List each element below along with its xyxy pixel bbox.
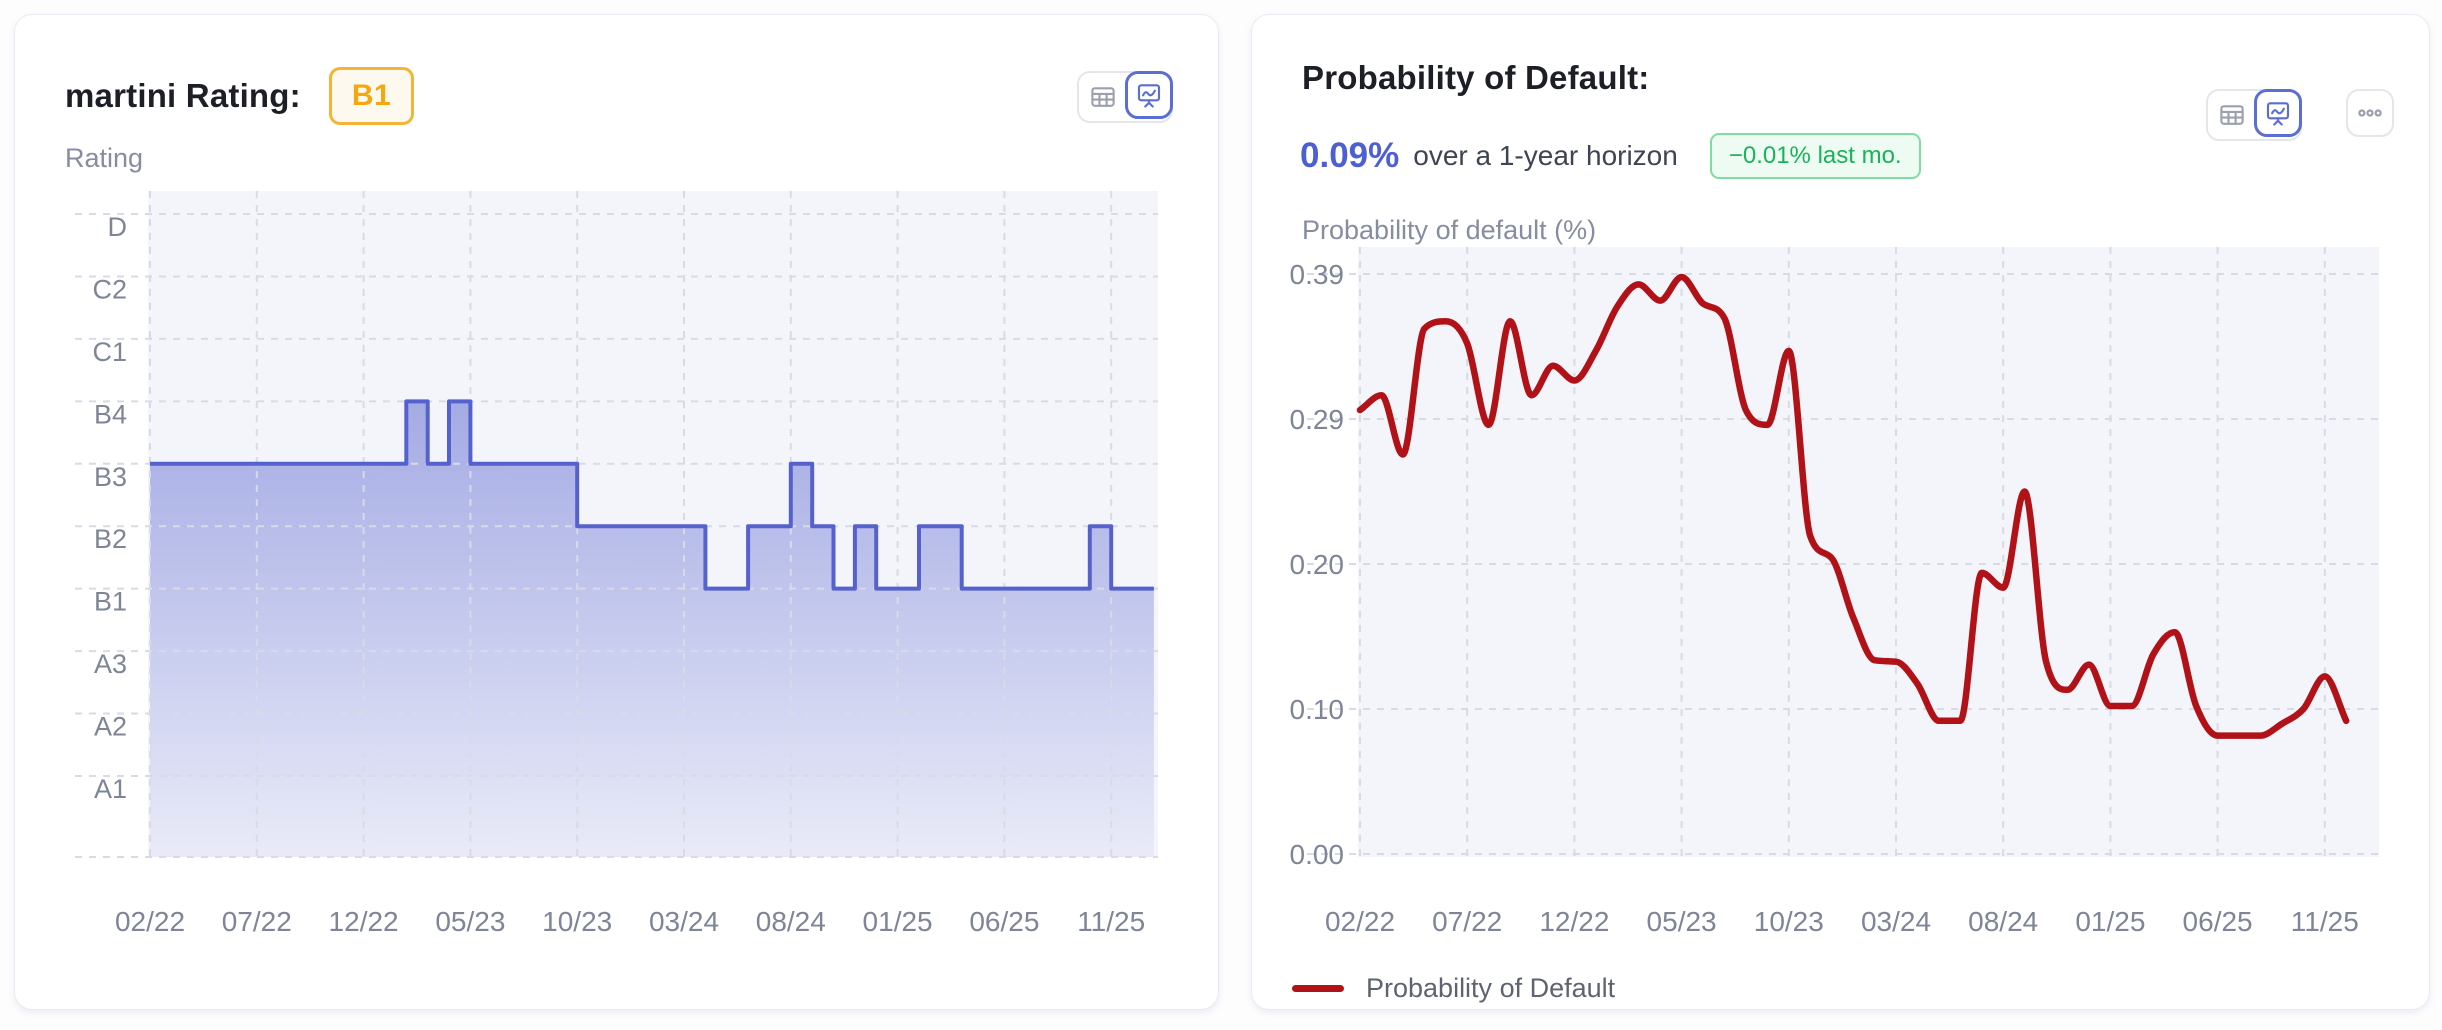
x-tick-label: 05/23: [435, 906, 505, 937]
pd-delta-badge: −0.01% last mo.: [1709, 133, 1921, 179]
rating-badge: B1: [328, 67, 415, 125]
pd-line-chart: 0.39 0.29 0.20 0.10 0.00 02/22 07/22 12/22 05/23…: [1290, 247, 2379, 937]
y-tick-label: B1: [94, 587, 127, 617]
pd-view-toggle: [2206, 89, 2302, 141]
x-tick-label: 02/22: [115, 906, 185, 937]
pd-legend: Probability of Default: [1292, 973, 1615, 1004]
y-tick-label: A3: [94, 649, 127, 679]
ellipsis-icon: [2358, 109, 2382, 117]
pd-panel: 0.39 0.29 0.20 0.10 0.00 02/22 07/22 12/22 05/23…: [1251, 14, 2430, 1010]
more-options-button[interactable]: [2346, 89, 2394, 137]
pd-current-value: 0.09%: [1300, 136, 1400, 175]
y-tick-label: B2: [94, 524, 127, 554]
x-tick-label: 11/25: [2291, 906, 2359, 937]
x-tick-label: 06/25: [2183, 906, 2253, 937]
rating-view-toggle: [1077, 71, 1173, 123]
pd-headline-row: 0.09% over a 1-year horizon −0.01% last …: [1300, 133, 1921, 179]
y-tick-label: 0.20: [1290, 549, 1345, 580]
x-tick-label: 01/25: [2075, 906, 2145, 937]
table-view-button[interactable]: [2208, 91, 2256, 139]
x-tick-label: 12/22: [329, 906, 399, 937]
y-tick-label: A2: [94, 712, 127, 742]
y-tick-label: A1: [94, 774, 127, 804]
pd-legend-swatch: [1292, 985, 1344, 992]
y-tick-label: C1: [92, 337, 127, 367]
chart-view-button[interactable]: [1125, 71, 1173, 119]
x-tick-label: 06/25: [969, 906, 1039, 937]
rating-panel: A1 A2 A3 B1 B2 B3 B4 C1 C2 D 02/22 07/22 12/22 05/23 1…: [14, 14, 1219, 1010]
x-tick-label: 01/25: [863, 906, 933, 937]
x-tick-label: 12/22: [1539, 906, 1609, 937]
table-icon: [1091, 87, 1115, 107]
pd-toolbar: [2206, 89, 2394, 141]
y-tick-label: C2: [92, 274, 127, 304]
plot-background: [1358, 247, 2379, 857]
table-icon: [2220, 105, 2244, 125]
y-tick-label: D: [108, 212, 128, 242]
x-tick-label: 08/24: [756, 906, 826, 937]
y-tick-label: 0.29: [1290, 404, 1345, 435]
chart-view-button[interactable]: [2254, 89, 2302, 137]
pd-legend-label: Probability of Default: [1366, 973, 1616, 1003]
x-tick-label: 10/23: [1754, 906, 1824, 937]
rating-title-row: martini Rating: B1: [65, 67, 415, 125]
x-tick-label: 08/24: [1968, 906, 2038, 937]
x-tick-label: 07/22: [222, 906, 292, 937]
y-tick-label: B3: [94, 462, 127, 492]
chart-icon: [1137, 84, 1161, 108]
rating-axis-title: Rating: [65, 143, 144, 173]
x-tick-label: 07/22: [1432, 906, 1502, 937]
x-tick-label: 03/24: [1861, 906, 1931, 937]
pd-panel-title: Probability of Default:: [1302, 59, 1650, 96]
pd-axis-title: Probability of default (%): [1302, 215, 1597, 245]
x-tick-label: 02/22: [1325, 906, 1395, 937]
y-tick-label: 0.00: [1290, 839, 1345, 870]
rating-area: [150, 401, 1154, 857]
rating-step-line: [150, 399, 1154, 591]
table-view-button[interactable]: [1079, 73, 1127, 121]
rating-panel-title: martini Rating:: [65, 77, 301, 114]
pd-line: [1356, 273, 2350, 739]
pd-horizon-text: over a 1-year horizon: [1413, 140, 1678, 171]
y-tick-label: 0.10: [1290, 694, 1345, 725]
rating-step-chart: A1 A2 A3 B1 B2 B3 B4 C1 C2 D 02/22 07/22 12/22 05/23 1…: [75, 191, 1158, 937]
chart-icon: [2266, 102, 2290, 126]
x-tick-label: 05/23: [1647, 906, 1717, 937]
y-tick-label: B4: [94, 399, 127, 429]
x-tick-label: 11/25: [1077, 906, 1145, 937]
x-tick-label: 10/23: [542, 906, 612, 937]
x-tick-label: 03/24: [649, 906, 719, 937]
y-tick-label: 0.39: [1290, 259, 1345, 290]
rating-toolbar: [1077, 71, 1173, 123]
